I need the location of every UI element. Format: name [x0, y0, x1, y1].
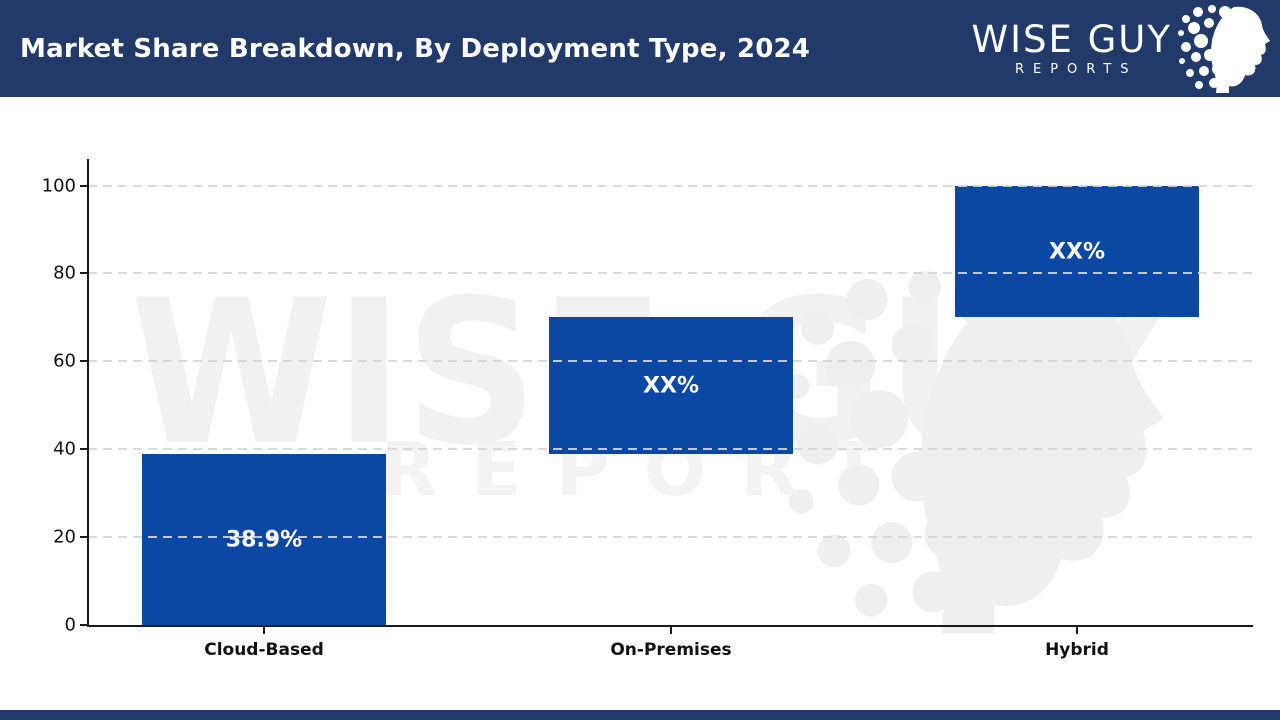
y-tick-label: 40	[53, 438, 76, 460]
y-tick-mark	[80, 360, 88, 363]
gridline-y-100	[88, 184, 1253, 187]
y-tick-label: 100	[41, 175, 76, 197]
logo: WISE GUY REPORTS	[972, 3, 1274, 95]
bar-cloud-based	[142, 454, 386, 625]
y-tick-label: 0	[64, 614, 76, 636]
y-tick-label: 60	[53, 350, 76, 372]
y-tick-mark	[80, 272, 88, 275]
y-tick-mark	[80, 624, 88, 626]
logo-wordmark-line1: WISE GUY	[971, 17, 1172, 61]
chart-title: Market Share Breakdown, By Deployment Ty…	[20, 33, 811, 64]
bar-on-premises	[549, 317, 793, 455]
y-tick-mark	[80, 448, 88, 451]
x-axis-label-cloud-based: Cloud-Based	[204, 640, 324, 660]
x-tick-mark	[670, 627, 672, 634]
x-axis-label-hybrid: Hybrid	[1045, 640, 1109, 660]
y-axis-line	[87, 159, 89, 627]
header: Market Share Breakdown, By Deployment Ty…	[0, 0, 1280, 97]
logo-wordmark-line2: REPORTS	[1014, 61, 1138, 77]
y-tick-mark	[80, 536, 88, 539]
gridline-y-20	[88, 536, 1253, 539]
gridline-y-40	[88, 448, 1253, 451]
footer-bar	[0, 710, 1280, 720]
x-axis-line	[87, 625, 1253, 627]
y-tick-mark	[80, 184, 88, 187]
logo-face-icon	[1178, 4, 1270, 93]
x-tick-mark	[263, 627, 265, 634]
logo-wordmark: WISE GUY REPORTS	[972, 21, 1172, 77]
bar-value-label: XX%	[1049, 239, 1105, 264]
x-axis-label-on-premises: On-Premises	[610, 640, 732, 660]
gridline-y-60	[88, 360, 1253, 363]
gridline-y-80	[88, 272, 1253, 275]
x-tick-mark	[1076, 627, 1078, 634]
y-tick-label: 80	[53, 262, 76, 284]
y-tick-label: 20	[53, 526, 76, 548]
bar-value-label: 38.9%	[225, 527, 303, 553]
bar-value-label: XX%	[643, 373, 699, 399]
